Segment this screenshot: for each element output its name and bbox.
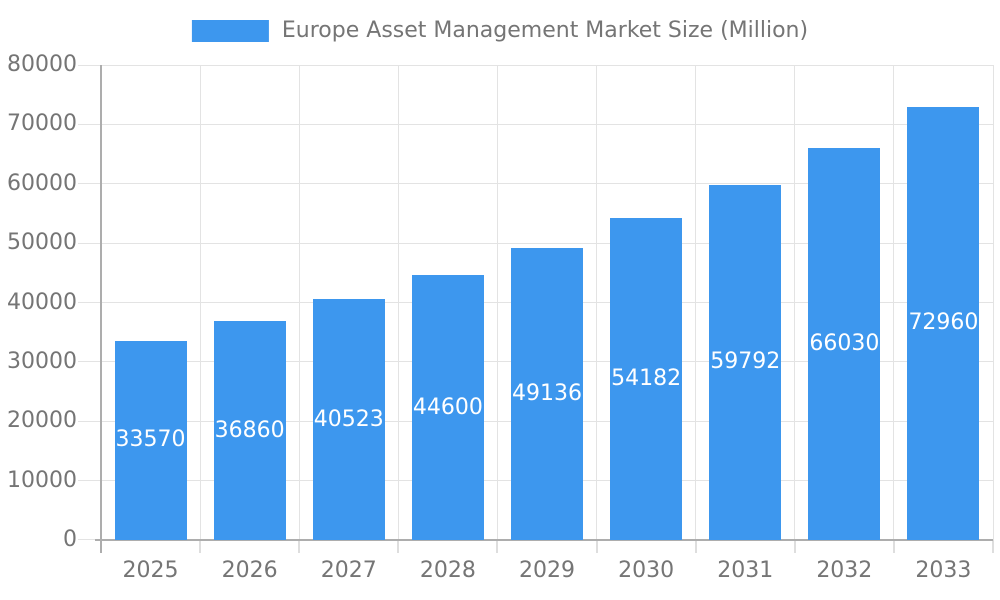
bar-value-label: 66030 xyxy=(809,330,880,356)
legend-label: Europe Asset Management Market Size (Mil… xyxy=(281,18,809,43)
x-gridline xyxy=(298,65,300,540)
bar-value-label: 49136 xyxy=(512,381,582,407)
x-axis-label: 2027 xyxy=(320,558,377,583)
x-axis-label: 2026 xyxy=(221,558,278,583)
y-axis-label: 80000 xyxy=(7,52,77,77)
y-axis-label: 70000 xyxy=(7,111,77,137)
x-axis-label: 2030 xyxy=(618,558,675,583)
x-gridline xyxy=(695,65,697,540)
y-gridline xyxy=(78,123,993,125)
bar-value-label: 36860 xyxy=(214,417,285,443)
y-axis-label: 40000 xyxy=(7,289,77,315)
x-tick xyxy=(694,540,697,553)
x-tick xyxy=(793,540,796,553)
x-tick xyxy=(992,540,994,553)
x-tick xyxy=(199,540,202,553)
x-gridline xyxy=(496,65,498,540)
bar: 36860 xyxy=(213,321,286,540)
y-axis-label: 10000 xyxy=(7,467,77,493)
y-gridline xyxy=(78,64,993,66)
bar: 44600 xyxy=(411,275,484,540)
x-axis-label: 2029 xyxy=(518,558,575,583)
y-gridline xyxy=(78,183,993,185)
bar: 33570 xyxy=(114,340,187,540)
y-axis-label: 60000 xyxy=(7,170,77,196)
y-axis-label: 0 xyxy=(63,527,77,552)
bar: 66030 xyxy=(808,147,881,540)
x-axis-label: 2025 xyxy=(122,558,179,583)
bar-value-label: 44600 xyxy=(412,394,483,420)
bar-value-label: 59792 xyxy=(710,349,781,375)
chart-legend: Europe Asset Management Market Size (Mil… xyxy=(191,18,809,43)
bar-value-label: 72960 xyxy=(908,310,979,336)
x-axis-label: 2028 xyxy=(419,558,476,583)
x-gridline xyxy=(992,65,994,540)
x-tick xyxy=(298,540,301,553)
x-axis-label: 2032 xyxy=(816,558,873,583)
y-gridline xyxy=(78,242,993,244)
bar-value-label: 33570 xyxy=(115,427,186,453)
x-gridline xyxy=(893,65,895,540)
x-axis-line xyxy=(95,539,993,541)
bar: 49136 xyxy=(511,248,583,540)
x-gridline xyxy=(199,65,201,540)
bar: 72960 xyxy=(907,106,980,540)
x-tick xyxy=(595,540,598,553)
x-gridline xyxy=(397,65,399,540)
bar-value-label: 54182 xyxy=(611,366,682,392)
x-tick xyxy=(892,540,895,553)
bar: 40523 xyxy=(312,299,385,540)
x-gridline xyxy=(794,65,796,540)
bar-value-label: 40523 xyxy=(313,406,384,432)
x-axis-label: 2031 xyxy=(717,558,774,583)
y-axis-line xyxy=(100,65,102,553)
x-tick xyxy=(397,540,400,553)
bar: 59792 xyxy=(709,184,782,540)
y-axis-label: 30000 xyxy=(7,348,77,374)
x-axis-label: 2033 xyxy=(915,558,972,583)
legend-swatch xyxy=(191,20,269,42)
y-axis-label: 20000 xyxy=(7,408,77,434)
x-gridline xyxy=(596,65,598,540)
bar: 54182 xyxy=(610,218,683,540)
x-tick xyxy=(496,540,499,553)
y-axis-label: 50000 xyxy=(7,230,77,256)
y-tick xyxy=(78,539,101,540)
